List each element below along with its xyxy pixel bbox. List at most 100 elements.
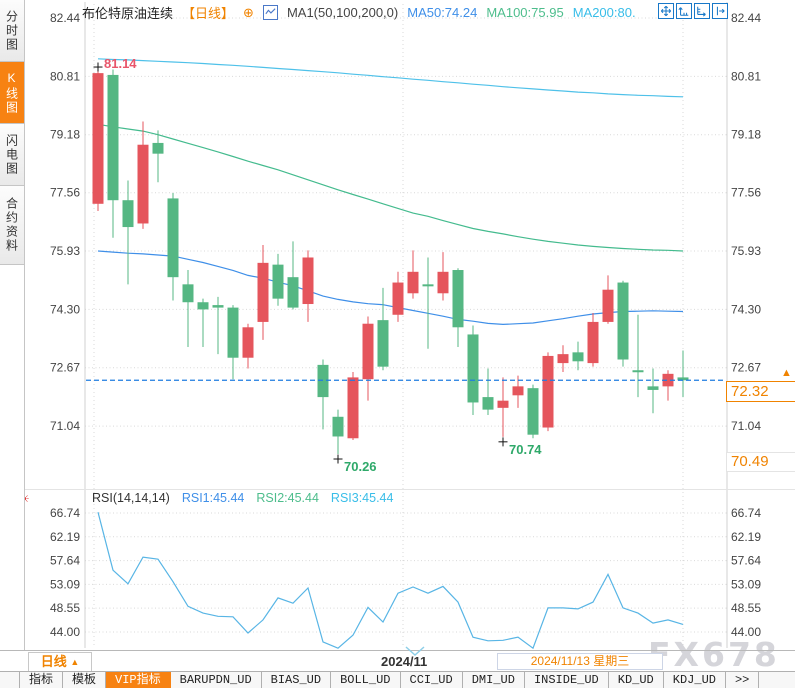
symbol-name: 布伦特原油连续 <box>82 6 174 21</box>
candle <box>242 327 254 358</box>
candle <box>557 354 569 364</box>
ma100-line <box>97 123 684 252</box>
candle <box>602 289 614 322</box>
candle <box>407 271 419 294</box>
candle <box>362 323 374 380</box>
axis-tick-label: 57.64 <box>50 554 80 568</box>
axis-tick-label: 48.55 <box>50 601 80 615</box>
candle <box>677 377 689 381</box>
price-annotations: 81.14 70.26 70.74 <box>93 56 542 474</box>
candle <box>152 142 164 154</box>
rsi3-value-label: RSI3:45.44 <box>330 491 394 505</box>
ma-settings-label: MA1(50,100,200,0) <box>286 5 399 20</box>
scale-y-axis-icon[interactable] <box>676 3 692 19</box>
axis-tick-label: 48.55 <box>731 601 761 615</box>
candle <box>347 377 359 439</box>
tab-INSIDE_UD[interactable]: INSIDE_UD <box>525 672 609 688</box>
candle <box>272 264 284 299</box>
candle <box>467 334 479 403</box>
candle <box>617 282 629 360</box>
axis-tick-label: 72.67 <box>731 361 761 375</box>
candle <box>527 388 539 435</box>
candle <box>392 282 404 315</box>
candle <box>497 400 509 408</box>
sidebar-tab-kline[interactable]: K线图 <box>0 62 24 124</box>
tab-指标[interactable]: 指标 <box>19 672 64 688</box>
sidebar-tab-contract-info[interactable]: 合约资料 <box>0 186 24 265</box>
extreme-price-label: 81.14 <box>104 56 137 71</box>
candle <box>437 271 449 294</box>
candle <box>167 198 179 278</box>
grid <box>25 2 795 648</box>
sidebar-tab-timeshare[interactable]: 分时图 <box>0 0 24 62</box>
candle <box>422 284 434 287</box>
tab-VIP指标[interactable]: VIP指标 <box>106 672 171 688</box>
add-indicator-icon[interactable]: ⊕ <box>243 4 254 20</box>
kline-indicator-icon[interactable] <box>262 5 278 20</box>
candle <box>452 270 464 328</box>
candle <box>257 262 269 322</box>
month-axis-label: 2024/11 <box>381 654 428 669</box>
axis-tick-label: 44.00 <box>50 625 80 639</box>
tab-BIAS_UD[interactable]: BIAS_UD <box>262 672 332 688</box>
axis-tick-label: 71.04 <box>50 419 80 433</box>
axis-tick-label: 79.18 <box>50 128 80 142</box>
collapse-panel-icon[interactable] <box>404 644 426 662</box>
fx678-watermark: FX678 <box>648 635 780 674</box>
candle <box>287 277 299 308</box>
axis-tick-label: 53.09 <box>50 577 80 591</box>
period-select-button[interactable]: 日线 ▲ <box>28 652 92 672</box>
rsi2-value-label: RSI2:45.44 <box>256 491 319 505</box>
axis-tick-label: 74.30 <box>50 302 80 316</box>
candle <box>377 320 389 367</box>
axis-tick-label: 77.56 <box>731 186 761 200</box>
candle <box>632 370 644 373</box>
axis-tick-label: 66.74 <box>50 506 80 520</box>
tab-CCI_UD[interactable]: CCI_UD <box>401 672 463 688</box>
candle <box>122 200 134 228</box>
candle <box>542 355 554 428</box>
last-price-badge: 72.32 <box>726 381 795 402</box>
tab-BARUPDN_UD[interactable]: BARUPDN_UD <box>171 672 262 688</box>
axis-tick-label: 82.44 <box>50 11 80 25</box>
sidebar-tab-lightning[interactable]: 闪电图 <box>0 124 24 186</box>
axis-tick-label: 80.81 <box>731 69 761 83</box>
extreme-price-label: 70.74 <box>509 442 542 457</box>
candle <box>302 257 314 305</box>
scale-x-axis-icon[interactable] <box>694 3 710 19</box>
tab-DMI_UD[interactable]: DMI_UD <box>463 672 525 688</box>
ma100-value-label: MA100:75.95 <box>486 5 564 20</box>
tab->>[interactable]: >> <box>726 672 760 688</box>
candle <box>587 321 599 364</box>
tab-BOLL_UD[interactable]: BOLL_UD <box>331 672 401 688</box>
rsi1-value-label: RSI1:45.44 <box>181 491 245 505</box>
candle <box>572 352 584 362</box>
tab-模板[interactable]: 模板 <box>63 672 107 688</box>
candle <box>482 397 494 410</box>
kline-chart[interactable]: 82.44 82.44 80.81 80.81 79.18 79.18 77.56 77.56… <box>0 0 795 650</box>
time-axis: 日线 ▲ 2024/11 2024/11/13 星期三 <box>0 646 795 672</box>
axis-tick-label: 77.56 <box>50 186 80 200</box>
axis-tick-label: 82.44 <box>731 11 761 25</box>
axis-tick-label: 53.09 <box>731 577 761 591</box>
candle <box>227 307 239 358</box>
tab-KDJ_UD[interactable]: KDJ_UD <box>664 672 726 688</box>
axis-tick-label: 74.30 <box>731 302 761 316</box>
ma50-value-label: MA50:74.24 <box>407 5 478 20</box>
candle <box>332 416 344 437</box>
ma200-line <box>97 58 684 98</box>
tab-KD_UD[interactable]: KD_UD <box>609 672 664 688</box>
axis-tick-label: 44.00 <box>731 625 761 639</box>
chart-title-bar: 布伦特原油连续 【日线】 ⊕ MA1(50,100,200,0) MA50:74… <box>82 3 636 22</box>
candlestick-series <box>92 64 689 455</box>
indicator-tabs: 指标 模板 VIP指标 BARUPDN_UD BIAS_UD BOLL_UD CCI_UD D… <box>0 671 795 688</box>
pan-right-icon[interactable] <box>712 3 728 19</box>
candle <box>137 144 149 224</box>
move-tool-icon[interactable] <box>658 3 674 19</box>
candle <box>92 73 104 204</box>
candle <box>212 305 224 308</box>
rsi-name-label: RSI(14,14,14) <box>92 491 170 505</box>
candle <box>182 284 194 303</box>
rsi-line <box>97 512 684 650</box>
ma200-value-label: MA200:80. <box>572 5 636 20</box>
